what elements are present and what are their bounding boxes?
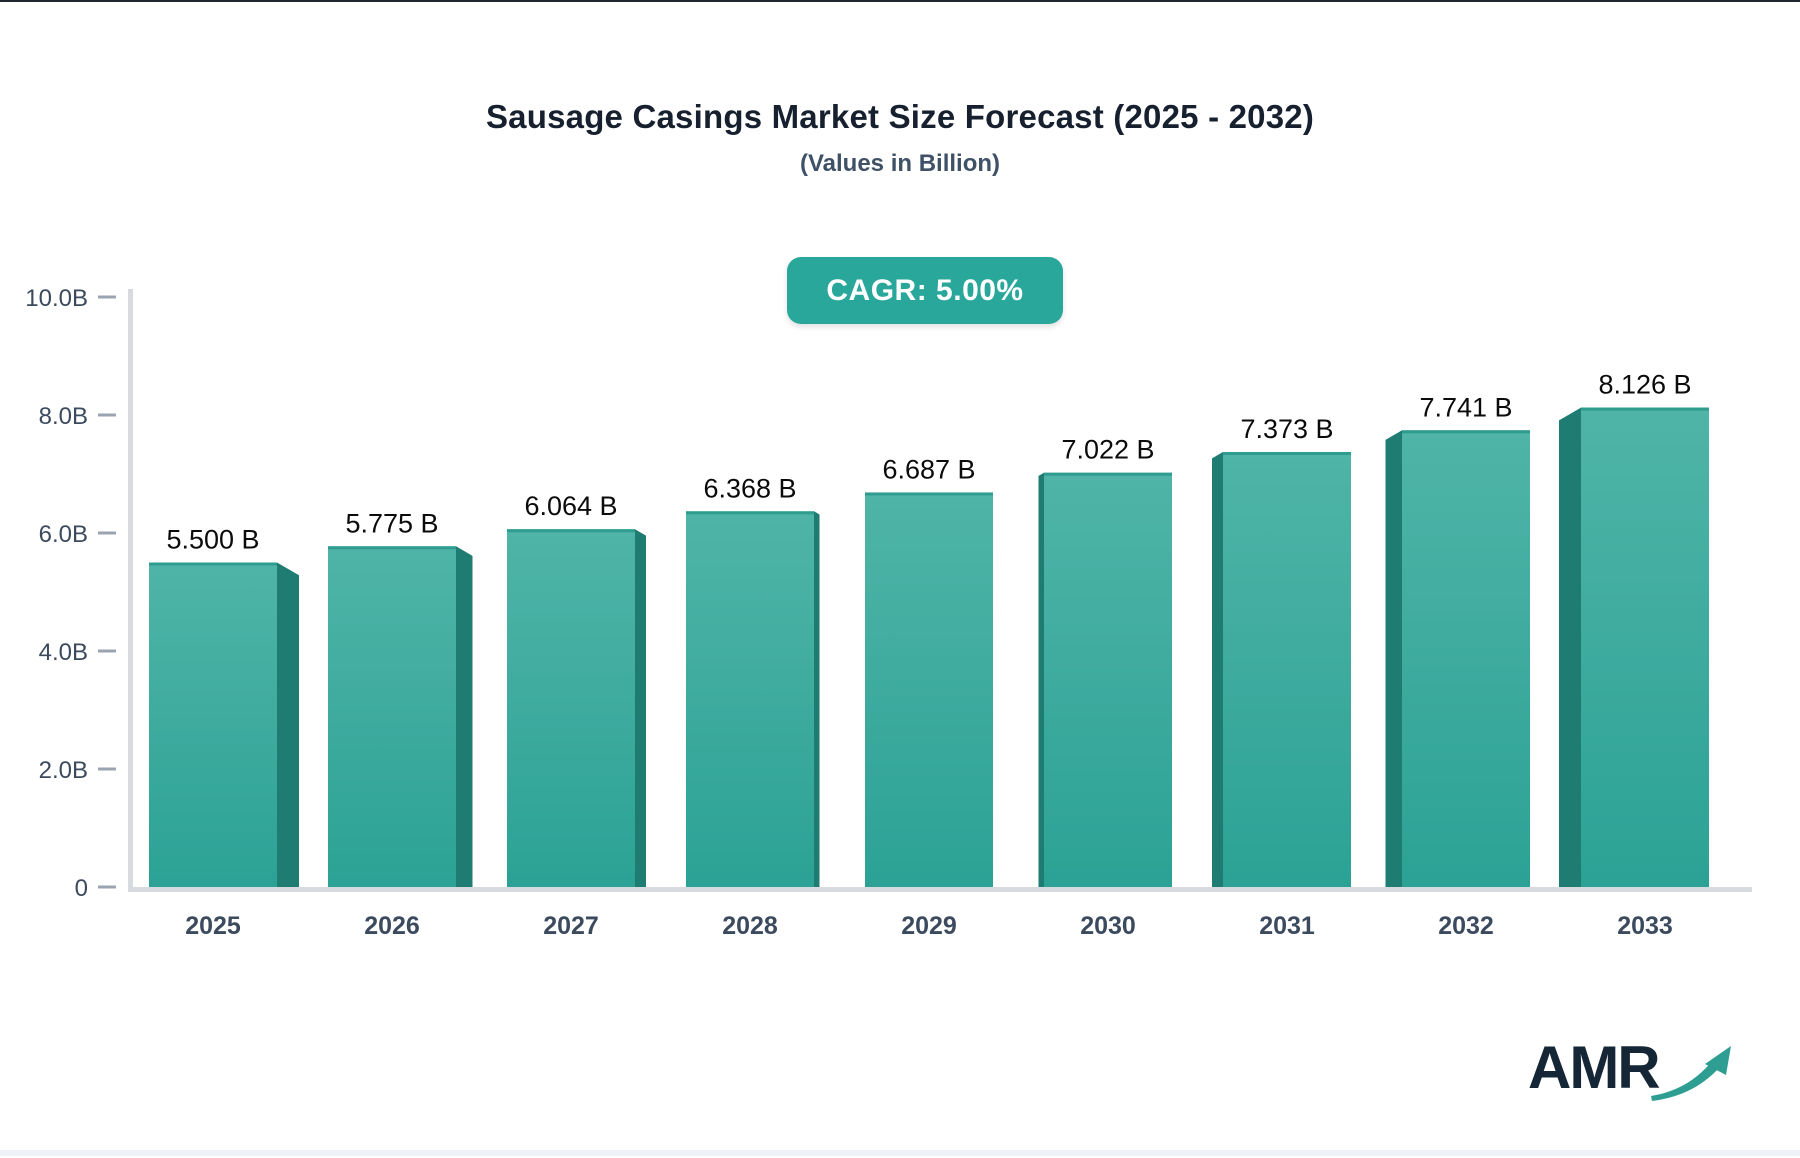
y-tick-label: 4.0B (39, 639, 88, 666)
bar-2031 (1223, 451, 1351, 887)
bottom-edge-strip (0, 1150, 1800, 1156)
bar-top-edge (328, 546, 456, 550)
x-tick-label: 2028 (722, 912, 778, 940)
bar-2025 (149, 562, 277, 887)
bar-2029 (865, 492, 993, 887)
x-tick-label: 2033 (1617, 912, 1673, 940)
bar-top-edge (686, 511, 814, 515)
y-tick-mark (98, 885, 116, 889)
y-tick-mark (98, 649, 116, 653)
bar-value-label: 7.373 B (1240, 414, 1333, 444)
amr-logo: AMR (1528, 1038, 1733, 1102)
bar-top-edge (1402, 430, 1530, 434)
bar-side-face (1559, 407, 1581, 887)
bar-side-face (1038, 472, 1044, 887)
bar-2032 (1402, 430, 1530, 887)
bar-top-edge (507, 529, 635, 533)
x-tick-label: 2026 (364, 912, 420, 940)
bar-top-edge (1223, 451, 1351, 455)
y-tick-label: 2.0B (39, 757, 88, 784)
bar-value-label: 7.022 B (1061, 435, 1154, 465)
amr-logo-text: AMR (1528, 1034, 1661, 1101)
y-tick-label: 8.0B (39, 403, 88, 430)
x-tick-label: 2027 (543, 912, 599, 940)
bar-side-face (1385, 430, 1402, 887)
y-tick-mark (98, 531, 116, 535)
y-tick-label: 6.0B (39, 521, 88, 548)
x-axis-line (128, 887, 1752, 892)
bar-value-label: 7.741 B (1419, 392, 1512, 422)
x-tick-label: 2025 (185, 912, 241, 940)
bar-value-label: 6.064 B (524, 491, 617, 521)
bar-2030 (1044, 472, 1172, 887)
bar-top-edge (1044, 472, 1172, 476)
bar-side-face (635, 529, 646, 887)
bar-2033 (1581, 407, 1709, 887)
y-tick-label: 0 (75, 875, 88, 902)
bar-top-edge (1581, 407, 1709, 411)
bar-side-face (814, 511, 820, 887)
bar-2026 (328, 546, 456, 887)
bar-value-label: 5.500 B (166, 525, 259, 555)
x-tick-label: 2029 (901, 912, 957, 940)
bar-value-label: 6.687 B (882, 454, 975, 484)
cagr-badge: CAGR: 5.00% (787, 257, 1063, 324)
bar-side-face (456, 546, 473, 887)
bars (149, 407, 1709, 887)
bar-2028 (686, 511, 814, 887)
axes (98, 289, 1752, 892)
y-axis-line (128, 289, 133, 892)
x-tick-label: 2030 (1080, 912, 1136, 940)
cagr-badge-label: CAGR: 5.00% (826, 273, 1024, 307)
y-tick-mark (98, 295, 116, 299)
growth-arrow-icon (1650, 1046, 1731, 1101)
bar-side-face (277, 562, 299, 887)
bar-top-edge (149, 562, 277, 566)
bar-top-edge (865, 492, 993, 496)
chart-title: Sausage Casings Market Size Forecast (20… (485, 98, 1315, 135)
bar-2027 (507, 529, 635, 887)
bar-value-label: 5.775 B (345, 508, 438, 538)
y-tick-mark (98, 767, 116, 771)
bar-value-label: 8.126 B (1598, 370, 1691, 400)
bar-value-label: 6.368 B (703, 473, 796, 503)
chart-subtitle: (Values in Billion) (799, 150, 1001, 177)
y-tick-mark (98, 413, 116, 417)
labels: 0 2.0B 4.0B 6.0B 8.0B 10.0B 5.500 B 2025 5.775 B… (25, 285, 1691, 940)
y-tick-label: 10.0B (25, 285, 88, 312)
bar-side-face (1212, 451, 1223, 887)
x-tick-label: 2032 (1438, 912, 1494, 940)
x-tick-label: 2031 (1259, 912, 1315, 940)
